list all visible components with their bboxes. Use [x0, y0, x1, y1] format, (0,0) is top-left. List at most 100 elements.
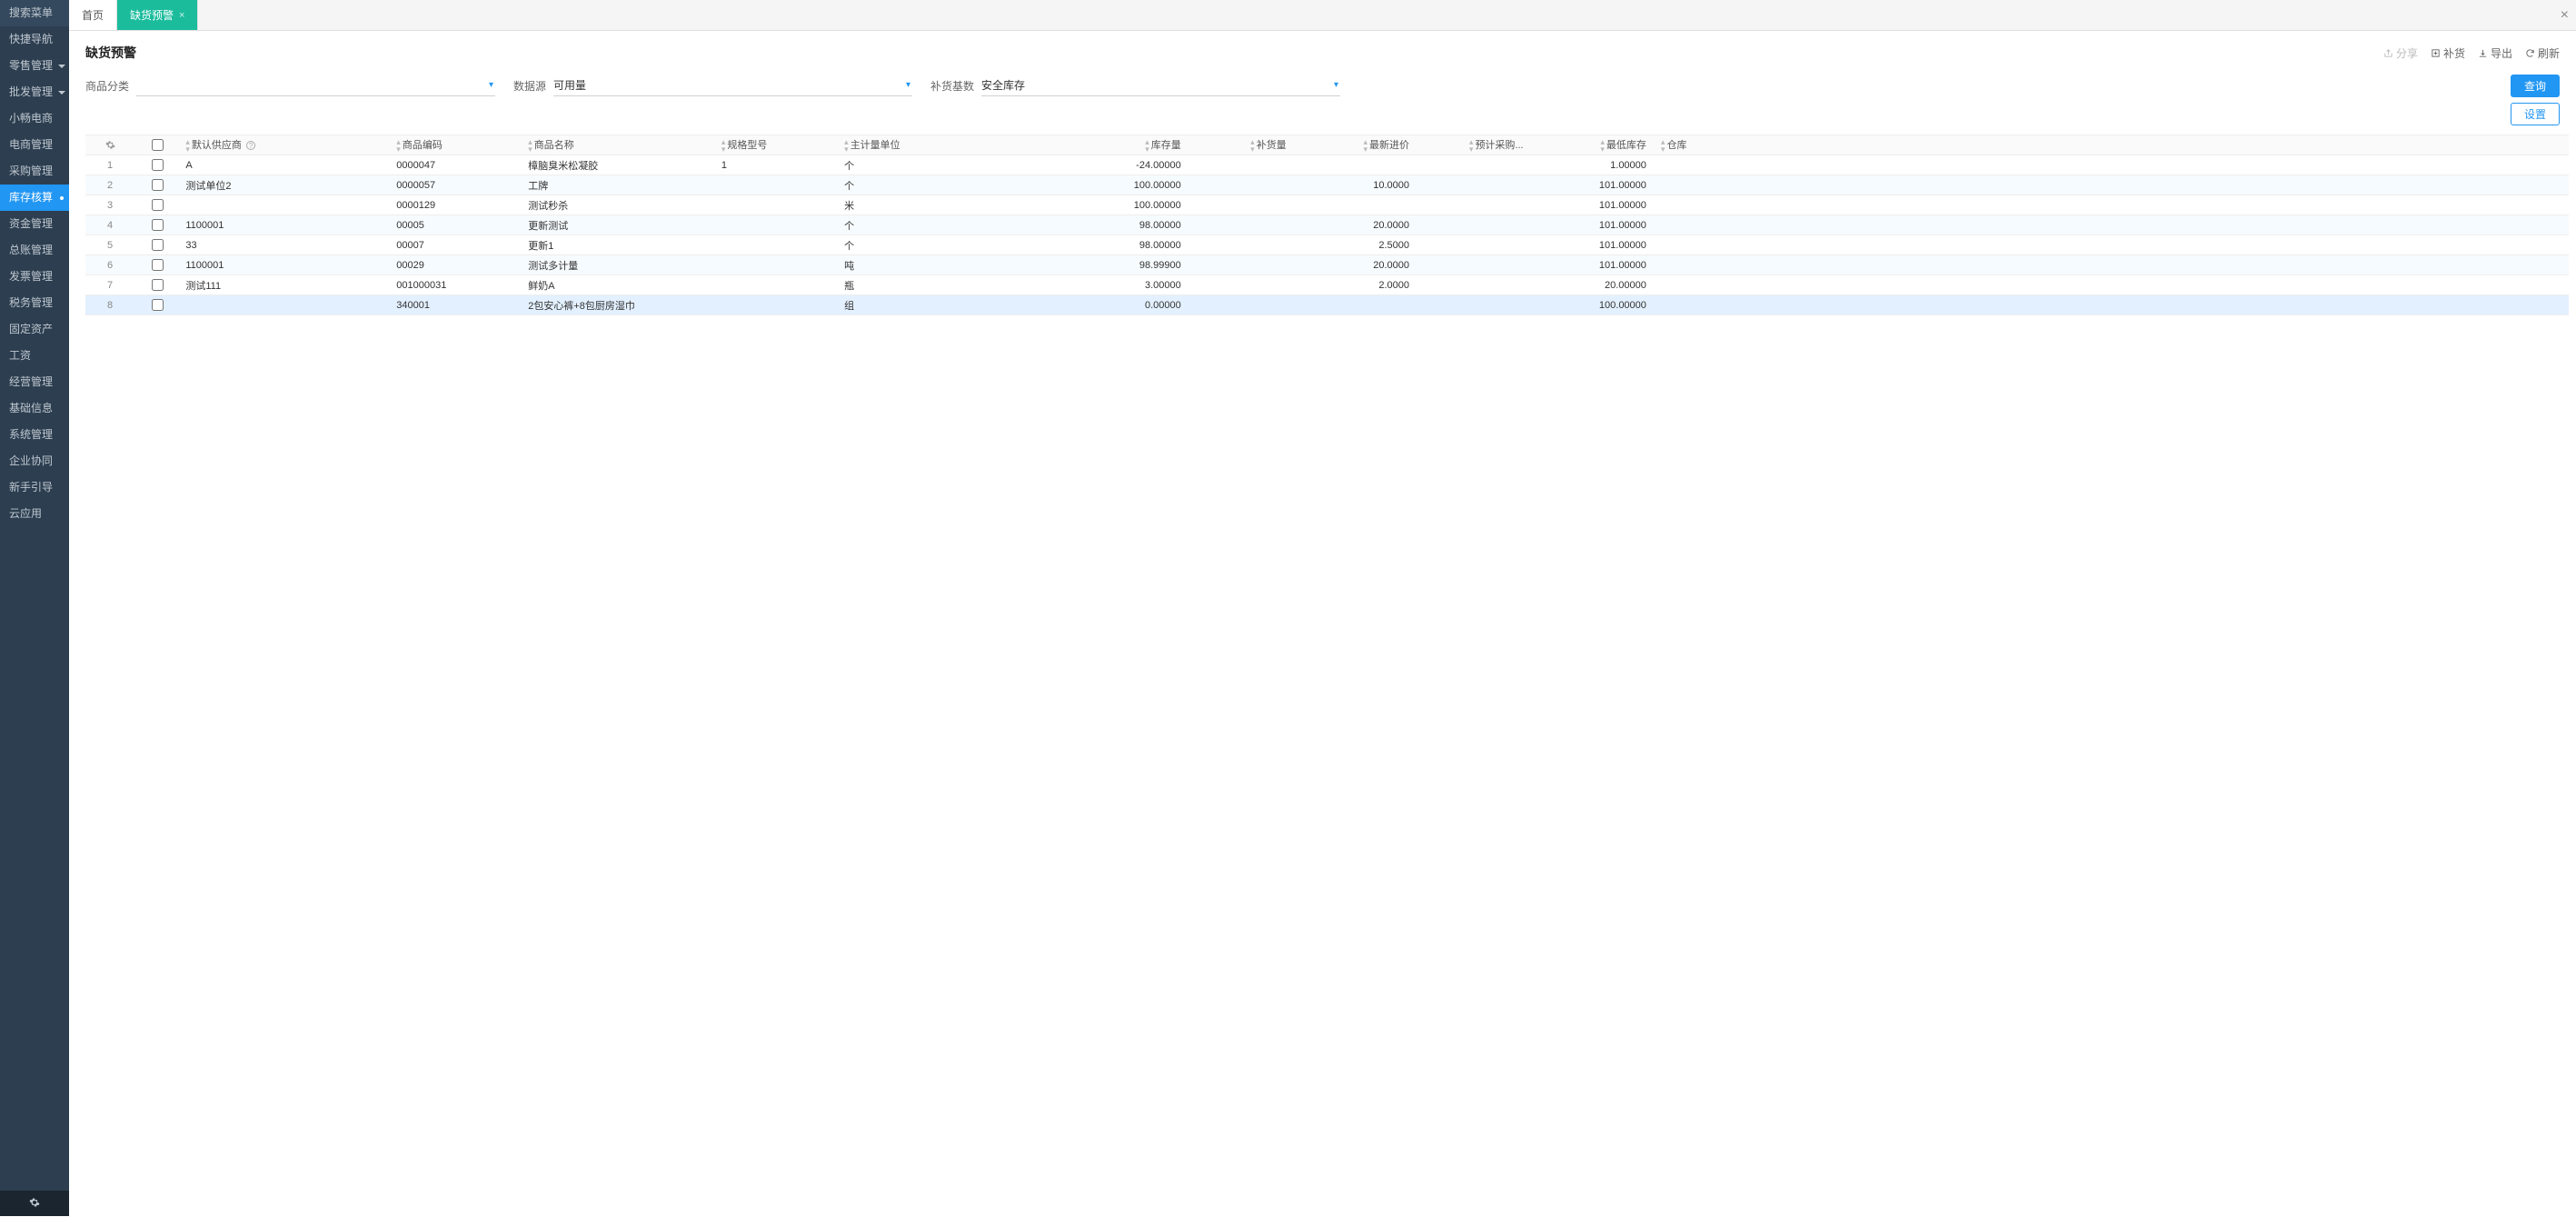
sidebar-item-6[interactable]: 采购管理	[0, 158, 69, 185]
col-stock[interactable]: ▴▾库存量	[961, 135, 1189, 155]
cell-name: 测试秒杀	[522, 195, 716, 215]
row-checkbox[interactable]	[152, 279, 164, 291]
row-checkbox-cell	[134, 255, 180, 275]
replenish-label: 补货	[2443, 45, 2465, 61]
share-icon	[2383, 48, 2393, 58]
close-icon[interactable]: ×	[179, 10, 184, 21]
chevron-down-icon: ▾	[1334, 75, 1338, 96]
filter-base: 补货基数 安全库存 ▾	[930, 75, 1340, 96]
cell-supplier: 测试111	[180, 275, 391, 295]
sidebar-item-12[interactable]: 固定资产	[0, 316, 69, 343]
cell-price: 2.5000	[1296, 235, 1418, 255]
sidebar-item-14[interactable]: 经营管理	[0, 369, 69, 395]
checkall-checkbox[interactable]	[152, 139, 164, 151]
close-icon[interactable]: ×	[2561, 0, 2569, 31]
col-est[interactable]: ▴▾预计采购...	[1418, 135, 1533, 155]
col-price[interactable]: ▴▾最新进价	[1296, 135, 1418, 155]
sidebar-item-0[interactable]: 搜索菜单	[0, 0, 69, 26]
sidebar-item-10[interactable]: 发票管理	[0, 264, 69, 290]
cell-est	[1418, 255, 1533, 275]
filter-base-value: 安全库存	[981, 79, 1025, 92]
table-row[interactable]: 6110000100029测试多计量吨98.9990020.0000101.00…	[85, 255, 2569, 275]
cell-min: 100.00000	[1533, 295, 1656, 315]
row-checkbox-cell	[134, 275, 180, 295]
col-unit[interactable]: ▴▾主计量单位	[839, 135, 961, 155]
sidebar-item-9[interactable]: 总账管理	[0, 237, 69, 264]
col-min[interactable]: ▴▾最低库存	[1533, 135, 1656, 155]
replenish-icon	[2431, 48, 2441, 58]
table-checkall-header[interactable]	[134, 135, 180, 155]
sidebar-item-17[interactable]: 企业协同	[0, 448, 69, 474]
row-index: 2	[85, 175, 134, 195]
col-replen[interactable]: ▴▾补货量	[1190, 135, 1296, 155]
export-icon	[2478, 48, 2488, 58]
cell-stock: 98.00000	[961, 215, 1189, 235]
settings-button[interactable]: 设置	[2511, 103, 2560, 125]
sidebar-item-1[interactable]: 快捷导航	[0, 26, 69, 53]
row-checkbox[interactable]	[152, 299, 164, 311]
table-row[interactable]: 53300007更新1个98.000002.5000101.00000	[85, 235, 2569, 255]
table-row[interactable]: 1A0000047樟脑臭米松凝胶1个-24.000001.00000	[85, 155, 2569, 175]
replenish-button[interactable]: 补货	[2431, 45, 2465, 61]
table-row[interactable]: 83400012包安心裤+8包厨房湿巾组0.00000100.00000	[85, 295, 2569, 315]
gear-icon[interactable]	[29, 1192, 40, 1217]
sidebar-item-7[interactable]: 库存核算	[0, 185, 69, 211]
row-checkbox[interactable]	[152, 199, 164, 211]
export-label: 导出	[2491, 45, 2512, 61]
sidebar-footer	[0, 1191, 69, 1216]
row-checkbox[interactable]	[152, 259, 164, 271]
filter-base-select[interactable]: 安全库存 ▾	[981, 75, 1340, 96]
cell-stock: 98.00000	[961, 235, 1189, 255]
sidebar-item-3[interactable]: 批发管理	[0, 79, 69, 105]
table-row[interactable]: 2测试单位20000057工牌个100.0000010.0000101.0000…	[85, 175, 2569, 195]
col-wh[interactable]: ▴▾仓库	[1656, 135, 2569, 155]
sidebar-item-13[interactable]: 工资	[0, 343, 69, 369]
sidebar-item-5[interactable]: 电商管理	[0, 132, 69, 158]
table-wrap: ▴▾默认供应商 ?▴▾商品编码▴▾商品名称▴▾规格型号▴▾主计量单位▴▾库存量▴…	[69, 135, 2576, 1216]
cell-est	[1418, 295, 1533, 315]
cell-est	[1418, 235, 1533, 255]
sidebar: 搜索菜单快捷导航零售管理批发管理小畅电商电商管理采购管理库存核算资金管理总账管理…	[0, 0, 69, 1216]
row-checkbox[interactable]	[152, 219, 164, 231]
table-row[interactable]: 4110000100005更新测试个98.0000020.0000101.000…	[85, 215, 2569, 235]
chevron-down-icon: ▾	[906, 75, 910, 96]
row-checkbox[interactable]	[152, 239, 164, 251]
table-row[interactable]: 30000129测试秒杀米100.00000101.00000	[85, 195, 2569, 215]
sidebar-item-18[interactable]: 新手引导	[0, 474, 69, 501]
col-name[interactable]: ▴▾商品名称	[522, 135, 716, 155]
col-spec[interactable]: ▴▾规格型号	[716, 135, 839, 155]
cell-stock: 0.00000	[961, 295, 1189, 315]
sidebar-item-19[interactable]: 云应用	[0, 501, 69, 527]
filter-source-select[interactable]: 可用量 ▾	[553, 75, 912, 96]
cell-unit: 组	[839, 295, 961, 315]
chevron-down-icon	[58, 65, 65, 68]
row-checkbox-cell	[134, 235, 180, 255]
sidebar-item-2[interactable]: 零售管理	[0, 53, 69, 79]
tab-0[interactable]: 首页	[69, 0, 117, 30]
filter-category-select[interactable]: ▾	[136, 75, 495, 96]
cell-unit: 吨	[839, 255, 961, 275]
sidebar-item-15[interactable]: 基础信息	[0, 395, 69, 422]
sidebar-item-16[interactable]: 系统管理	[0, 422, 69, 448]
cell-code: 0000129	[391, 195, 522, 215]
table-settings-header[interactable]	[85, 135, 134, 155]
row-checkbox-cell	[134, 155, 180, 175]
table-row[interactable]: 7测试111001000031鲜奶A瓶3.000002.000020.00000	[85, 275, 2569, 295]
cell-replen	[1190, 155, 1296, 175]
col-supplier[interactable]: ▴▾默认供应商 ?	[180, 135, 391, 155]
cell-wh	[1656, 175, 2569, 195]
sidebar-item-11[interactable]: 税务管理	[0, 290, 69, 316]
sidebar-item-8[interactable]: 资金管理	[0, 211, 69, 237]
refresh-button[interactable]: 刷新	[2525, 45, 2560, 61]
sidebar-item-4[interactable]: 小畅电商	[0, 105, 69, 132]
tab-1[interactable]: 缺货预警×	[117, 0, 198, 30]
filter-source-label: 数据源	[513, 78, 546, 94]
export-button[interactable]: 导出	[2478, 45, 2512, 61]
chevron-down-icon	[58, 91, 65, 95]
row-checkbox[interactable]	[152, 159, 164, 171]
query-button[interactable]: 查询	[2511, 75, 2560, 97]
cell-supplier: 测试单位2	[180, 175, 391, 195]
row-checkbox[interactable]	[152, 179, 164, 191]
header-actions: 分享 补货 导出 刷新	[2383, 45, 2560, 61]
col-code[interactable]: ▴▾商品编码	[391, 135, 522, 155]
